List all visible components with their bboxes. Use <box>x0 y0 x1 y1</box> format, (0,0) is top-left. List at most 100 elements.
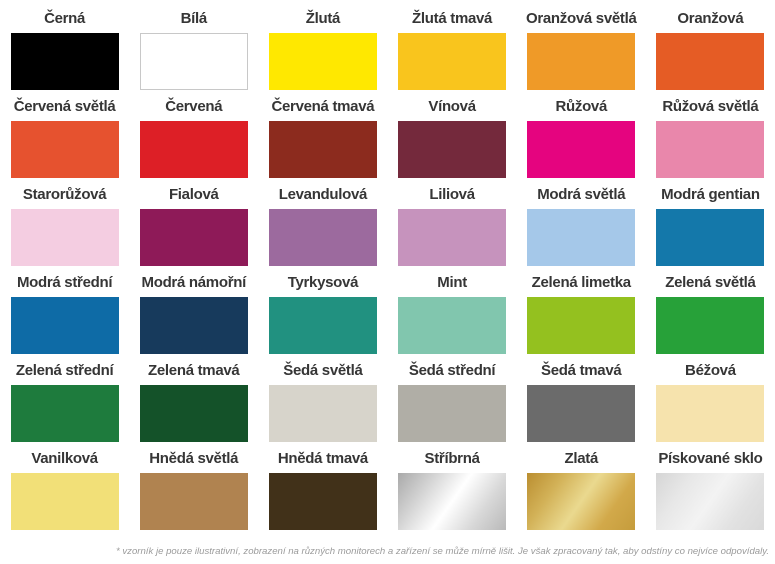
swatch-color <box>139 209 248 266</box>
swatch-color <box>10 473 119 530</box>
swatch-label: Žlutá tmavá <box>412 10 493 27</box>
swatch-color <box>268 385 377 442</box>
swatch-cell: Stříbrná <box>388 445 517 533</box>
swatch-cell: Zelená světlá <box>646 269 775 357</box>
swatch-cell: Šedá světlá <box>258 357 387 445</box>
swatch-label: Modrá světlá <box>537 186 626 203</box>
swatch-color <box>527 121 636 178</box>
swatch-color <box>10 385 119 442</box>
swatch-color <box>656 385 765 442</box>
swatch-label: Liliová <box>429 186 475 203</box>
swatch-color <box>10 33 119 90</box>
swatch-label: Vanilková <box>31 450 98 467</box>
swatch-color <box>268 33 377 90</box>
swatch-cell: Žlutá <box>258 5 387 93</box>
swatch-cell: Vínová <box>388 93 517 181</box>
swatch-color <box>398 473 507 530</box>
swatch-label: Modrá námořní <box>141 274 247 291</box>
swatch-label: Růžová světlá <box>662 98 759 115</box>
swatch-label: Červená tmavá <box>271 98 375 115</box>
swatch-cell: Starorůžová <box>0 181 129 269</box>
swatch-cell: Zelená limetka <box>517 269 646 357</box>
swatch-color <box>656 297 765 354</box>
swatch-label: Hnědá tmavá <box>277 450 368 467</box>
swatch-label: Šedá střední <box>408 362 496 379</box>
swatch-color <box>527 297 636 354</box>
swatch-label: Zelená limetka <box>531 274 631 291</box>
swatch-cell: Oranžová <box>646 5 775 93</box>
swatch-label: Starorůžová <box>22 186 107 203</box>
swatch-cell: Oranžová světlá <box>517 5 646 93</box>
swatch-cell: Černá <box>0 5 129 93</box>
swatch-color <box>139 297 248 354</box>
swatch-color <box>268 297 377 354</box>
swatch-label: Zlatá <box>564 450 598 467</box>
swatch-cell: Béžová <box>646 357 775 445</box>
swatch-label: Pískované sklo <box>658 450 763 467</box>
swatch-cell: Vanilková <box>0 445 129 533</box>
swatch-color <box>527 209 636 266</box>
swatch-cell: Červená <box>129 93 258 181</box>
disclaimer-note: * vzorník je pouze ilustrativní, zobraze… <box>115 546 769 557</box>
swatch-color <box>527 473 636 530</box>
swatch-cell: Pískované sklo <box>646 445 775 533</box>
swatch-color <box>398 385 507 442</box>
swatch-color <box>139 121 248 178</box>
swatch-color <box>656 473 765 530</box>
swatch-cell: Mint <box>388 269 517 357</box>
swatch-cell: Zelená tmavá <box>129 357 258 445</box>
swatch-color <box>527 33 636 90</box>
swatch-label: Bílá <box>180 10 208 27</box>
swatch-label: Modrá střední <box>16 274 113 291</box>
swatch-color <box>139 385 248 442</box>
swatch-cell: Červená světlá <box>0 93 129 181</box>
swatch-cell: Žlutá tmavá <box>388 5 517 93</box>
swatch-label: Šedá světlá <box>283 362 363 379</box>
swatch-color <box>398 209 507 266</box>
swatch-label: Vínová <box>428 98 476 115</box>
swatch-label: Šedá tmavá <box>541 362 622 379</box>
swatch-cell: Modrá námořní <box>129 269 258 357</box>
swatch-label: Žlutá <box>305 10 341 27</box>
swatch-label: Zelená střední <box>15 362 114 379</box>
swatch-color <box>527 385 636 442</box>
swatch-label: Růžová <box>555 98 608 115</box>
swatch-color <box>398 33 507 90</box>
swatch-cell: Fialová <box>129 181 258 269</box>
swatch-label: Oranžová světlá <box>525 10 637 27</box>
swatch-cell: Zlatá <box>517 445 646 533</box>
swatch-color <box>10 209 119 266</box>
swatch-cell: Červená tmavá <box>258 93 387 181</box>
swatch-cell: Tyrkysová <box>258 269 387 357</box>
swatch-color <box>656 121 765 178</box>
swatch-label: Červená světlá <box>13 98 116 115</box>
swatch-cell: Šedá tmavá <box>517 357 646 445</box>
swatch-label: Fialová <box>168 186 219 203</box>
swatch-label: Zelená tmavá <box>148 362 240 379</box>
swatch-cell: Hnědá světlá <box>129 445 258 533</box>
swatch-label: Zelená světlá <box>665 274 756 291</box>
swatch-cell: Růžová <box>517 93 646 181</box>
swatch-cell: Zelená střední <box>0 357 129 445</box>
swatch-color <box>139 33 248 90</box>
swatch-label: Levandulová <box>278 186 368 203</box>
swatch-cell: Liliová <box>388 181 517 269</box>
swatch-label: Mint <box>437 274 467 291</box>
swatch-label: Stříbrná <box>424 450 480 467</box>
swatch-label: Béžová <box>685 362 736 379</box>
swatch-label: Hnědá světlá <box>149 450 239 467</box>
swatch-cell: Modrá střední <box>0 269 129 357</box>
swatch-color <box>139 473 248 530</box>
swatch-color <box>10 297 119 354</box>
swatch-cell: Levandulová <box>258 181 387 269</box>
swatch-label: Černá <box>44 10 86 27</box>
swatch-color <box>398 297 507 354</box>
swatch-color <box>656 33 765 90</box>
swatch-cell: Růžová světlá <box>646 93 775 181</box>
swatch-color <box>268 209 377 266</box>
swatch-color <box>268 121 377 178</box>
swatch-label: Modrá gentian <box>661 186 760 203</box>
swatch-cell: Modrá světlá <box>517 181 646 269</box>
swatch-cell: Hnědá tmavá <box>258 445 387 533</box>
swatch-color <box>268 473 377 530</box>
